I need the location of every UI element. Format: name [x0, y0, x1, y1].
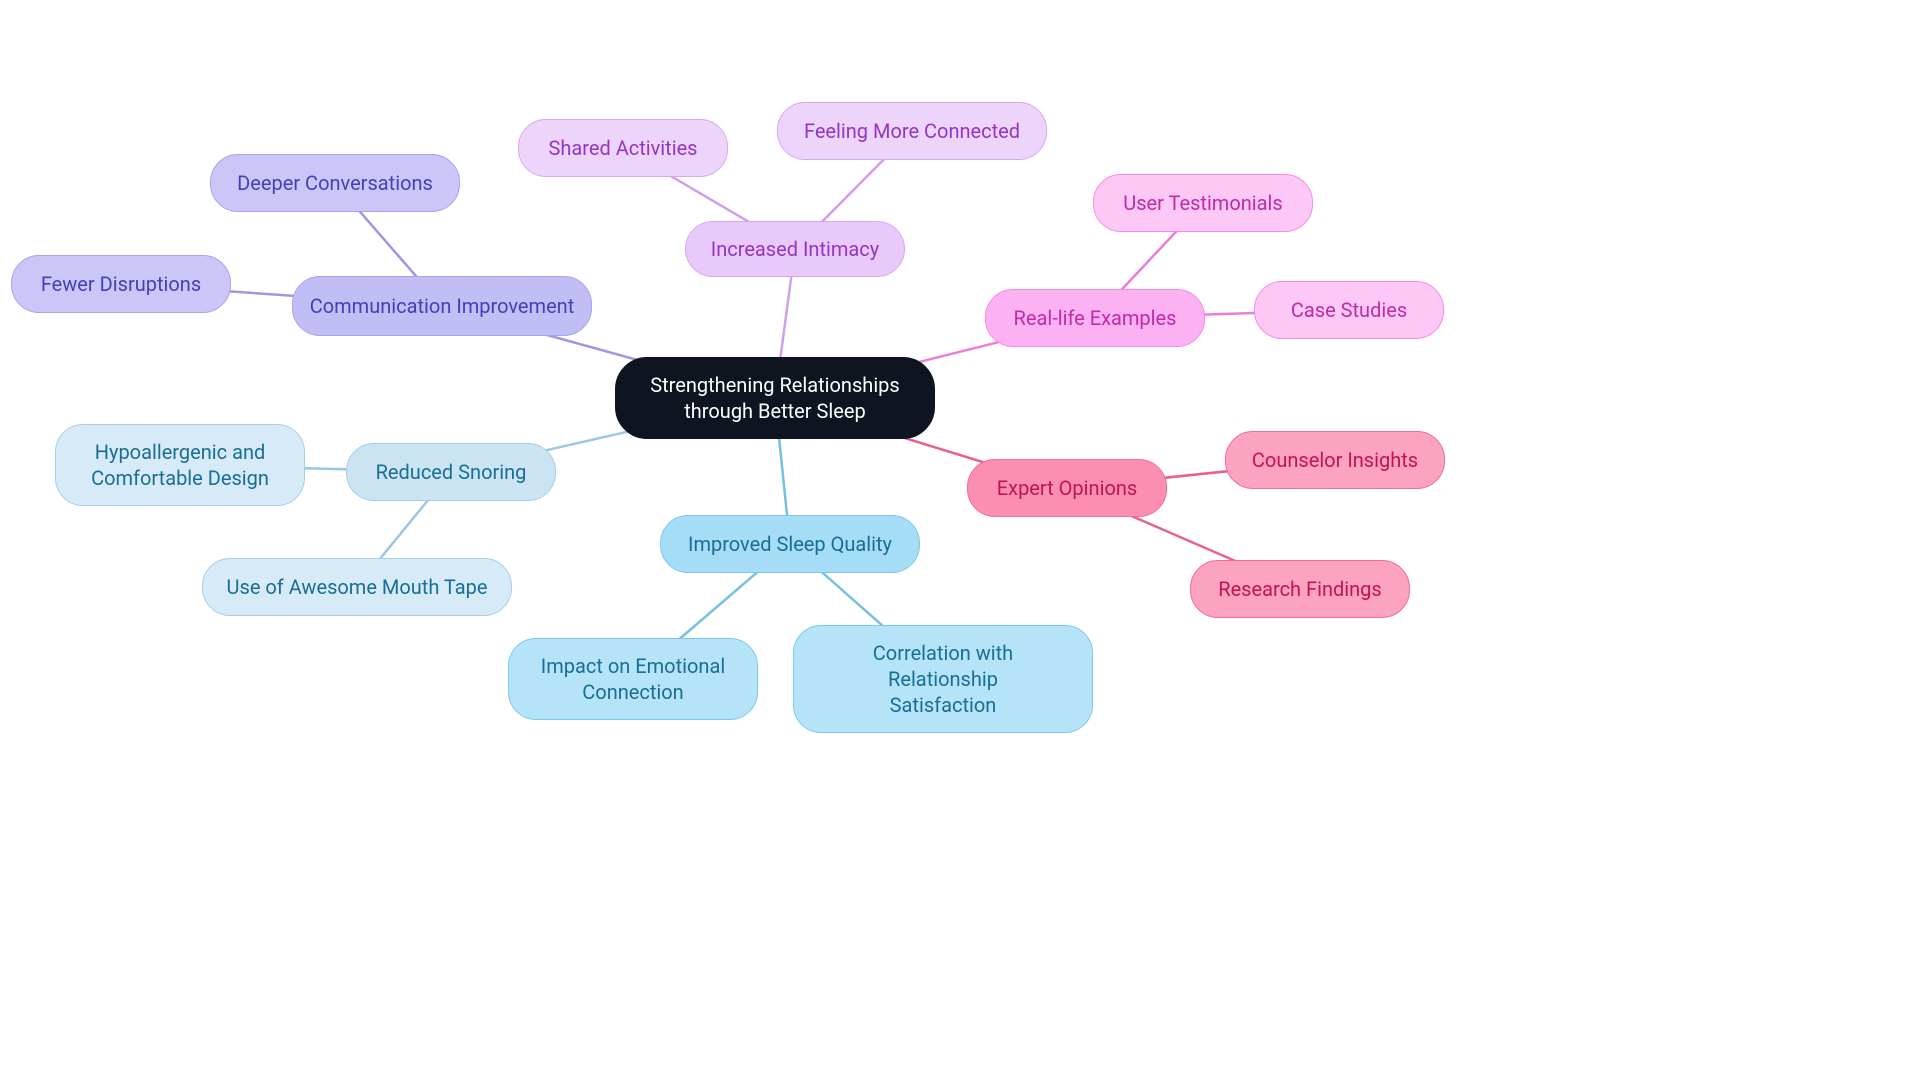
root-node-root: Strengthening Relationshipsthrough Bette… — [615, 357, 935, 439]
leaf-node-connected: Feeling More Connected — [777, 102, 1047, 160]
leaf-node-shared: Shared Activities — [518, 119, 728, 177]
branch-node-quality: Improved Sleep Quality — [660, 515, 920, 573]
leaf-node-correlation: Correlation with RelationshipSatisfactio… — [793, 625, 1093, 733]
branch-node-reallife: Real-life Examples — [985, 289, 1205, 347]
branch-node-comm: Communication Improvement — [292, 276, 592, 336]
leaf-node-impact: Impact on EmotionalConnection — [508, 638, 758, 720]
leaf-node-casestudies: Case Studies — [1254, 281, 1444, 339]
leaf-node-fewer: Fewer Disruptions — [11, 255, 231, 313]
leaf-node-research: Research Findings — [1190, 560, 1410, 618]
leaf-node-hypo: Hypoallergenic andComfortable Design — [55, 424, 305, 506]
branch-node-intimacy: Increased Intimacy — [685, 221, 905, 277]
leaf-node-testimonials: User Testimonials — [1093, 174, 1313, 232]
leaf-node-deeper: Deeper Conversations — [210, 154, 460, 212]
leaf-node-counselor: Counselor Insights — [1225, 431, 1445, 489]
leaf-node-tape: Use of Awesome Mouth Tape — [202, 558, 512, 616]
branch-node-expert: Expert Opinions — [967, 459, 1167, 517]
branch-node-snoring: Reduced Snoring — [346, 443, 556, 501]
